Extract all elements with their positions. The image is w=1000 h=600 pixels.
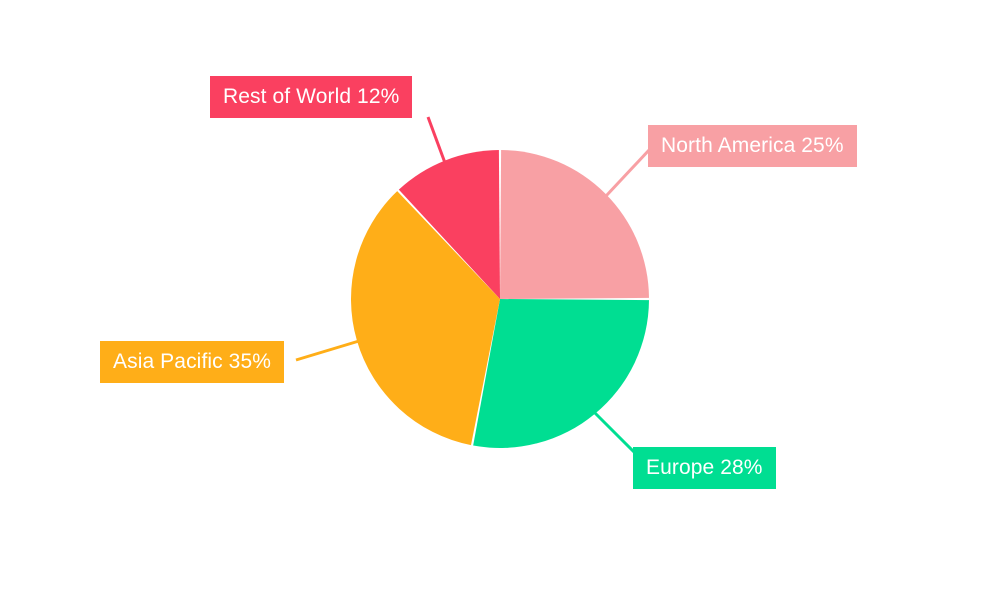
pie-slice-europe[interactable] [473,299,649,448]
pie-label-asia-pacific[interactable]: Asia Pacific 35% [100,341,285,383]
leader-line-north-america [604,147,652,198]
pie-label-asia-pacific-text: Asia Pacific 35% [113,350,272,373]
pie-slice-north-america[interactable] [500,150,649,299]
pie-label-rest-of-world-text: Rest of World 12% [223,85,400,108]
leader-line-asia-pacific [295,339,360,362]
pie-slices [350,150,649,448]
pie-label-north-america-text: North America 25% [661,134,844,157]
pie-label-europe[interactable]: Europe 28% [633,447,776,489]
pie-slice-rest-of-world[interactable] [398,150,500,299]
pie-label-rest-of-world[interactable]: Rest of World 12% [210,76,413,118]
leader-line-europe [592,410,639,457]
pie-label-north-america[interactable]: North America 25% [648,125,857,167]
pie-label-europe-text: Europe 28% [646,456,763,479]
pie-slice-asia-pacific[interactable] [350,191,500,446]
leader-line-rest-of-world [426,116,450,172]
leader-lines [295,116,652,457]
